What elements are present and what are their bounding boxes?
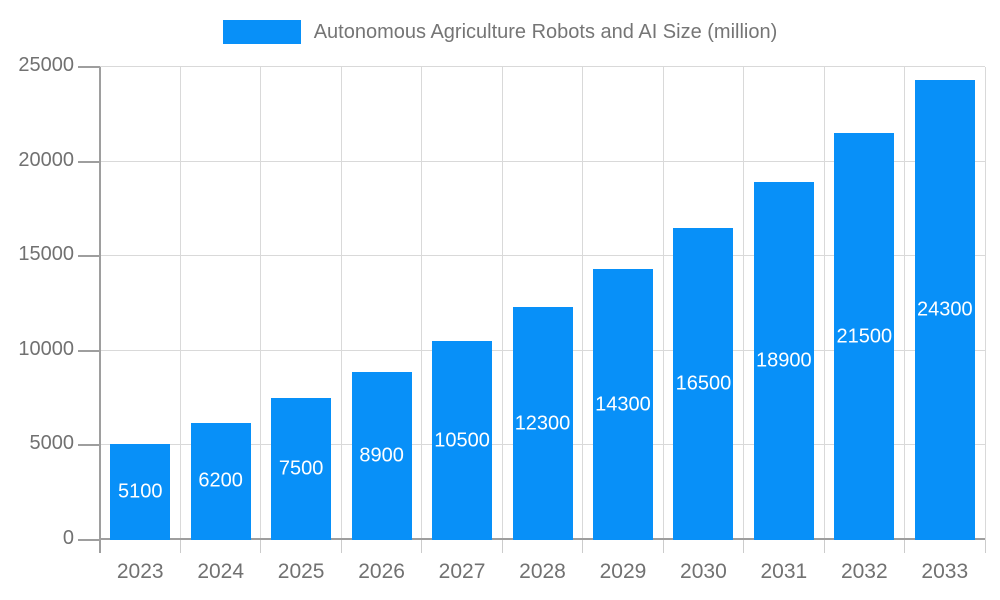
y-tick-label: 5000 — [29, 432, 75, 455]
legend-label: Autonomous Agriculture Robots and AI Siz… — [313, 20, 778, 43]
bar — [432, 341, 493, 540]
y-tick-label: 25000 — [18, 54, 74, 76]
y-tick-label: 20000 — [18, 148, 74, 171]
legend-swatch — [222, 20, 301, 44]
x-tick-mark — [984, 540, 986, 553]
y-axis-line — [99, 67, 101, 553]
x-tick-mark — [340, 540, 342, 553]
x-gridline — [662, 67, 664, 540]
bar-value-label: 18900 — [756, 349, 812, 372]
x-gridline — [823, 67, 825, 540]
bar — [753, 182, 814, 540]
x-tick-mark — [260, 540, 262, 553]
bar-value-label: 5100 — [117, 480, 163, 503]
legend: Autonomous Agriculture Robots and AI Siz… — [0, 20, 1000, 44]
y-tick-mark — [78, 160, 100, 163]
bar — [190, 422, 251, 540]
x-gridline — [340, 67, 342, 540]
x-tick-mark — [421, 540, 423, 553]
bar-value-label: 10500 — [434, 429, 490, 452]
bar — [914, 80, 975, 540]
x-tick-mark — [501, 540, 503, 553]
bar-value-label: 14300 — [595, 393, 651, 416]
y-tick-label: 0 — [62, 527, 74, 549]
x-tick-mark — [179, 540, 181, 553]
y-gridline — [100, 255, 985, 257]
x-tick-mark — [904, 540, 906, 553]
x-tick-label: 2026 — [358, 560, 405, 583]
x-tick-label: 2025 — [277, 560, 325, 583]
bar-value-label: 7500 — [278, 457, 324, 480]
x-tick-label: 2033 — [921, 560, 969, 583]
x-tick-label: 2024 — [197, 560, 245, 583]
y-tick-mark — [78, 255, 100, 258]
y-tick-mark — [78, 349, 100, 352]
x-tick-label: 2029 — [599, 560, 647, 583]
bar — [512, 307, 573, 540]
bar-value-label: 24300 — [916, 298, 973, 321]
x-tick-mark — [823, 540, 825, 553]
x-gridline — [743, 67, 745, 540]
bar-value-label: 16500 — [675, 372, 732, 395]
x-tick-label: 2028 — [519, 560, 566, 583]
bar — [673, 227, 734, 540]
bar — [110, 443, 171, 540]
bar-value-label: 6200 — [198, 469, 243, 492]
x-tick-label: 2030 — [680, 560, 727, 583]
y-tick-label: 15000 — [18, 243, 74, 266]
y-tick-mark — [78, 444, 100, 447]
x-tick-label: 2027 — [438, 560, 486, 583]
x-tick-mark — [582, 540, 584, 553]
y-tick-label: 10000 — [18, 337, 74, 360]
bar — [271, 398, 332, 540]
bar-value-label: 12300 — [514, 412, 571, 435]
bar — [592, 269, 653, 540]
y-tick-mark — [78, 66, 100, 68]
x-gridline — [421, 67, 423, 540]
y-gridline — [100, 66, 985, 67]
bar-value-label: 21500 — [836, 325, 893, 348]
y-tick-mark — [78, 539, 100, 541]
bar — [351, 371, 412, 540]
x-gridline — [582, 67, 584, 540]
x-gridline — [260, 67, 262, 540]
x-tick-mark — [662, 540, 664, 553]
x-tick-mark — [743, 540, 745, 553]
bar-value-label: 8900 — [359, 444, 404, 467]
x-gridline — [179, 67, 181, 540]
x-gridline — [501, 67, 503, 540]
x-gridline — [984, 67, 986, 540]
x-gridline — [904, 67, 906, 540]
x-tick-label: 2032 — [840, 560, 888, 583]
x-tick-label: 2031 — [760, 560, 808, 583]
y-gridline — [100, 160, 985, 162]
x-tick-label: 2023 — [116, 560, 164, 583]
bar — [834, 133, 895, 540]
